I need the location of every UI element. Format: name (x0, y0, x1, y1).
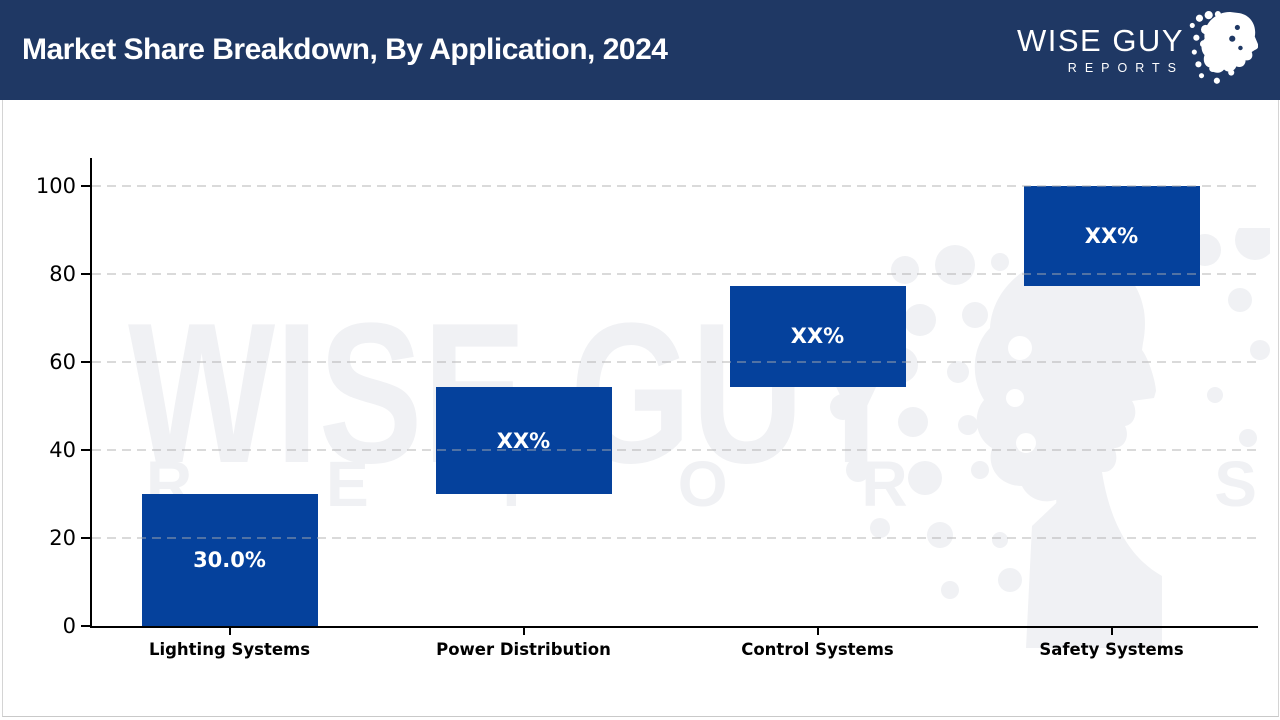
x-tick-mark-safety-systems (1110, 628, 1113, 635)
y-tick-label-80: 80 (49, 262, 76, 286)
bar-safety-systems: XX% (1023, 186, 1200, 286)
x-tick-mark-power-distribution (522, 628, 525, 635)
chart-area: WISE GUY R E P O R T S (0, 100, 1280, 720)
header: Market Share Breakdown, By Application, … (0, 0, 1280, 100)
y-tick-mark-40 (81, 449, 90, 451)
x-category-label-lighting-systems: Lighting Systems (148, 640, 311, 659)
bar-value-label-safety-systems: XX% (1084, 223, 1139, 248)
x-axis-line (90, 626, 1258, 628)
y-axis-line (90, 158, 92, 628)
y-tick-mark-60 (81, 361, 90, 363)
y-tick-mark-0 (81, 625, 90, 627)
y-tick-mark-80 (81, 273, 90, 275)
logo-wordmark: WISE GUY (1016, 23, 1184, 59)
y-tick-label-0: 0 (62, 614, 76, 638)
logo-text: WISE GUY REPORTS (1017, 25, 1184, 75)
x-tick-mark-lighting-systems (228, 628, 231, 635)
gridline-60 (92, 361, 1258, 363)
logo-subtext: REPORTS (1067, 60, 1184, 75)
bar-value-label-power-distribution: XX% (496, 428, 551, 453)
bar-value-label-lighting-systems: 30.0% (193, 548, 266, 572)
bar-lighting-systems: 30.0% (141, 494, 318, 626)
y-tick-mark-100 (81, 185, 90, 187)
y-tick-label-100: 100 (35, 174, 76, 198)
x-category-label-control-systems: Control Systems (741, 640, 894, 659)
y-tick-label-40: 40 (49, 438, 76, 462)
wise-guy-logo: WISE GUY REPORTS (1017, 9, 1258, 91)
x-category-label-power-distribution: Power Distribution (436, 640, 611, 659)
gridline-100 (92, 185, 1258, 187)
x-category-label-safety-systems: Safety Systems (1039, 640, 1184, 659)
gridline-40 (92, 449, 1258, 451)
gridline-80 (92, 273, 1258, 275)
y-tick-mark-20 (81, 537, 90, 539)
y-tick-label-20: 20 (49, 526, 76, 550)
x-tick-mark-control-systems (816, 628, 819, 635)
bar-control-systems: XX% (729, 285, 906, 388)
bar-power-distribution: XX% (435, 387, 612, 494)
gridline-20 (92, 537, 1258, 539)
bar-value-label-control-systems: XX% (790, 324, 845, 349)
logo-head-icon (1189, 11, 1258, 84)
page-title: Market Share Breakdown, By Application, … (22, 33, 668, 66)
y-tick-label-60: 60 (49, 350, 76, 374)
